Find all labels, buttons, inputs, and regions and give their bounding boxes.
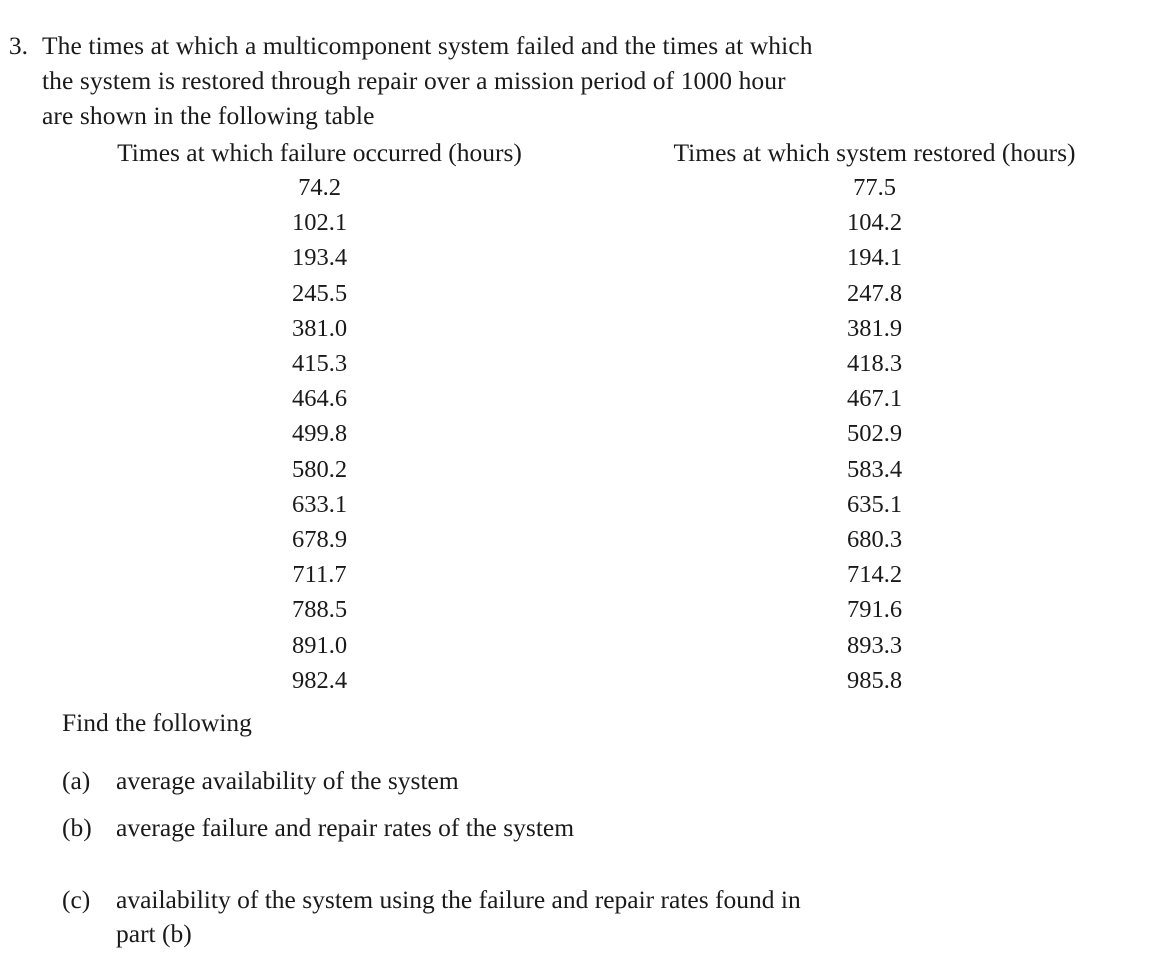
part-label-b: (b) (62, 813, 92, 843)
table-row: 633.1 635.1 (42, 487, 1152, 522)
failure-time-cell: 891.0 (291, 631, 348, 659)
part-label-a: (a) (62, 766, 91, 796)
restore-time-cell: 247.8 (846, 279, 903, 307)
failure-time-cell: 245.5 (291, 279, 348, 307)
failure-time-cell: 499.8 (291, 420, 348, 448)
problem-body: The times at which a multicomponent syst… (42, 28, 1168, 964)
column-header-failure-times: Times at which failure occurred (hours) (117, 138, 522, 167)
table-row: 499.8 502.9 (42, 416, 1152, 451)
table-row: 891.0 893.3 (42, 628, 1152, 663)
restore-time-cell: 467.1 (846, 385, 903, 413)
table-row: 381.0 381.9 (42, 311, 1152, 346)
table-row: 245.5 247.8 (42, 276, 1152, 311)
question-part-a: (a) average availability of the system (62, 764, 1168, 798)
stem-line-2: the system is restored through repair ov… (42, 66, 786, 95)
restore-time-cell: 502.9 (846, 420, 903, 448)
question-part-c: (c) availability of the system using the… (62, 883, 1168, 951)
column-header-restore-times: Times at which system restored (hours) (673, 138, 1076, 167)
failure-time-cell: 580.2 (291, 455, 348, 483)
failure-time-cell: 102.1 (291, 209, 348, 237)
stem-line-3: are shown in the following table (42, 101, 375, 130)
restore-time-cell: 985.8 (846, 666, 903, 694)
table-row: 580.2 583.4 (42, 452, 1152, 487)
problem-block: 3. The times at which a multicomponent s… (0, 28, 1168, 964)
failure-time-cell: 711.7 (292, 561, 347, 589)
part-label-c: (c) (62, 885, 91, 915)
table-row: 102.1 104.2 (42, 205, 1152, 240)
table-row: 193.4 194.1 (42, 240, 1152, 275)
restore-time-cell: 680.3 (846, 526, 903, 554)
question-part-b: (b) average failure and repair rates of … (62, 811, 1168, 845)
failure-time-cell: 381.0 (291, 314, 348, 342)
failure-time-cell: 982.4 (291, 666, 348, 694)
restore-time-cell: 104.2 (846, 209, 903, 237)
table-body: 74.2 77.5 102.1 104.2 193.4 194.1 245. (42, 170, 1152, 698)
problem-number: 3. (8, 31, 28, 60)
restore-time-cell: 583.4 (846, 455, 903, 483)
restore-time-cell: 791.6 (846, 596, 903, 624)
failure-restore-table: Times at which failure occurred (hours) … (42, 136, 1152, 698)
failure-time-cell: 788.5 (291, 596, 348, 624)
part-text-c-container: availability of the system using the fai… (116, 883, 1046, 951)
table-row: 678.9 680.3 (42, 522, 1152, 557)
part-text-b: average failure and repair rates of the … (116, 813, 575, 843)
failure-time-cell: 415.3 (291, 350, 348, 378)
part-text-a: average availability of the system (116, 766, 459, 796)
failure-time-cell: 74.2 (298, 174, 341, 201)
restore-time-cell: 893.3 (846, 631, 903, 659)
restore-time-cell: 77.5 (853, 174, 896, 201)
restore-time-cell: 381.9 (846, 314, 903, 342)
restore-time-cell: 714.2 (846, 561, 903, 589)
failure-time-cell: 678.9 (291, 526, 348, 554)
table-header-row: Times at which failure occurred (hours) … (42, 136, 1152, 170)
table-row: 788.5 791.6 (42, 592, 1152, 627)
restore-time-cell: 418.3 (846, 350, 903, 378)
table-row: 464.6 467.1 (42, 381, 1152, 416)
table-row: 74.2 77.5 (42, 170, 1152, 205)
part-text-c: availability of the system using the fai… (116, 885, 801, 915)
failure-time-cell: 193.4 (291, 244, 348, 272)
failure-time-cell: 633.1 (291, 490, 348, 518)
restore-time-cell: 635.1 (846, 490, 903, 518)
part-text-a-container: average availability of the system (116, 764, 1046, 798)
question-parts-list: (a) average availability of the system (… (62, 764, 1168, 951)
part-text-c-continuation: part (b) (116, 919, 192, 949)
stem-line-1: The times at which a multicomponent syst… (42, 31, 813, 60)
find-the-following-label: Find the following (62, 708, 252, 738)
part-text-b-container: average failure and repair rates of the … (116, 811, 1046, 845)
table-row: 415.3 418.3 (42, 346, 1152, 381)
restore-time-cell: 194.1 (846, 244, 903, 272)
table-row: 982.4 985.8 (42, 663, 1152, 698)
problem-statement: 3. The times at which a multicomponent s… (0, 28, 1168, 964)
failure-time-cell: 464.6 (291, 385, 348, 413)
table-row: 711.7 714.2 (42, 557, 1152, 592)
